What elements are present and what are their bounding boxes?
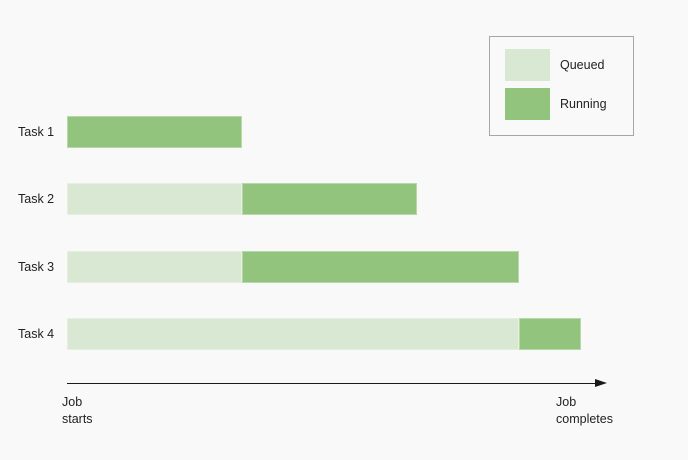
bar-task-2-running xyxy=(241,183,417,215)
legend-swatch-running xyxy=(505,88,550,120)
legend-swatch-queued xyxy=(505,49,550,81)
axis-label-line: completes xyxy=(556,412,613,426)
bar-task-4-running xyxy=(519,318,581,350)
legend-label-running: Running xyxy=(560,97,607,111)
axis-label-job-starts: Job starts xyxy=(62,394,93,428)
task-label-task-4: Task 4 xyxy=(18,327,55,341)
bar-task-3-queued xyxy=(67,251,242,283)
axis-label-job-completes: Job completes xyxy=(556,394,613,428)
axis-arrowhead-icon xyxy=(595,379,607,387)
axis-label-line: starts xyxy=(62,412,93,426)
legend-label-queued: Queued xyxy=(560,58,605,72)
bar-task-2-queued xyxy=(67,183,242,215)
legend: Queued Running xyxy=(489,36,634,136)
bar-task-4-queued xyxy=(67,318,520,350)
legend-item-queued: Queued xyxy=(505,49,633,81)
time-axis xyxy=(67,383,598,384)
legend-item-running: Running xyxy=(505,88,633,120)
axis-label-line: Job xyxy=(62,395,83,409)
bar-task-1-running xyxy=(67,116,242,148)
task-label-task-3: Task 3 xyxy=(18,260,55,274)
task-label-task-1: Task 1 xyxy=(18,125,55,139)
task-label-task-2: Task 2 xyxy=(18,192,55,206)
axis-label-line: Job xyxy=(556,395,577,409)
bar-task-3-running xyxy=(241,251,520,283)
